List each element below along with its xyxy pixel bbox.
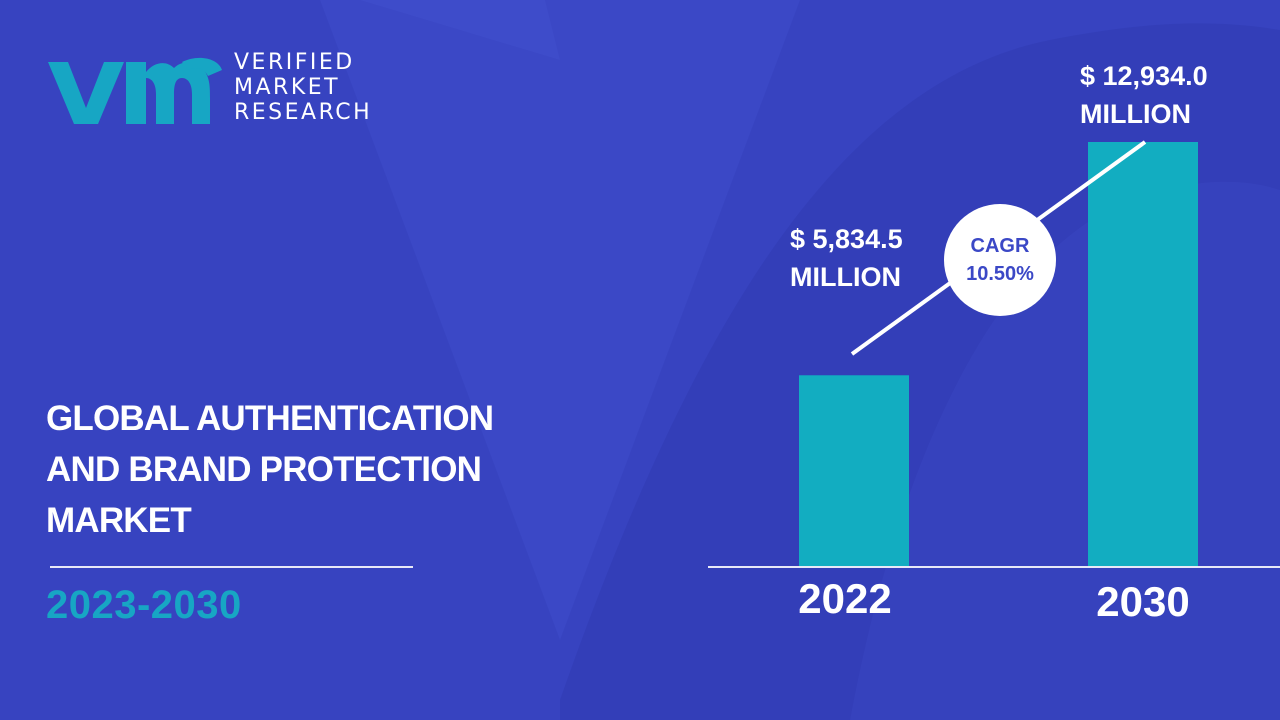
title-line-2: AND BRAND PROTECTION <box>46 450 482 489</box>
cagr-badge: CAGR 10.50% <box>944 204 1056 316</box>
value-label-2022-amount: $ 5,834.5 <box>790 224 903 254</box>
vmr-logo-wordmark: VERIFIED MARKET RESEARCH <box>234 50 372 125</box>
logo-text-line1: VERIFIED <box>234 50 355 75</box>
bar-2030 <box>1088 142 1198 567</box>
title-line-3: MARKET <box>46 501 192 540</box>
logo-text-line3: RESEARCH <box>234 100 373 125</box>
x-tick-2022: 2022 <box>798 575 892 622</box>
value-label-2030: $ 12,934.0 MILLION <box>1080 57 1208 133</box>
cagr-label: CAGR <box>970 235 1030 257</box>
logo-text-line2: MARKET <box>234 75 341 100</box>
cagr-value: 10.50% <box>966 263 1034 285</box>
value-label-2022-unit: MILLION <box>790 262 901 292</box>
vmr-logo: VERIFIED MARKET RESEARCH <box>42 50 402 130</box>
value-label-2030-amount: $ 12,934.0 <box>1080 61 1208 91</box>
bar-2022 <box>799 375 909 567</box>
title-divider <box>50 566 413 568</box>
forecast-period: 2023-2030 <box>46 583 242 627</box>
value-label-2030-unit: MILLION <box>1080 99 1191 129</box>
title-line-1: GLOBAL AUTHENTICATION <box>46 399 494 438</box>
value-label-2022: $ 5,834.5 MILLION <box>790 220 903 296</box>
x-tick-2030: 2030 <box>1096 578 1190 625</box>
vmr-logo-mark-icon <box>48 57 222 124</box>
report-title: GLOBAL AUTHENTICATION AND BRAND PROTECTI… <box>46 393 586 546</box>
